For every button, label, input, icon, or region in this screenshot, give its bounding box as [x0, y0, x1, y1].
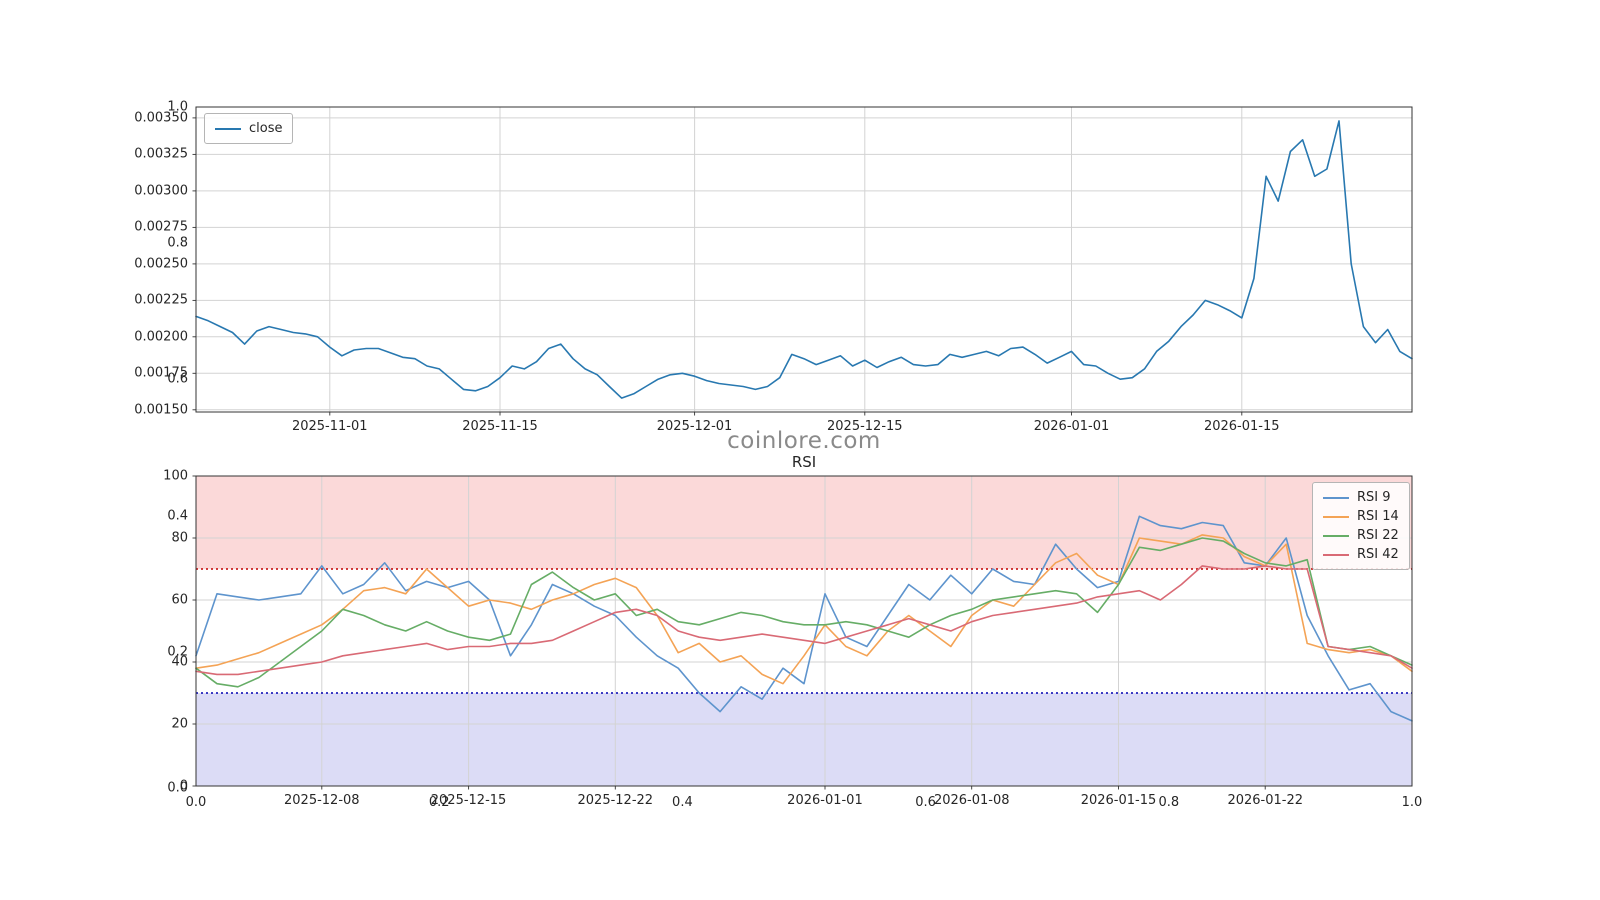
tick-label: 0.4 [672, 795, 693, 810]
legend-label-rsi42: RSI 42 [1357, 547, 1399, 562]
tick-label: 2025-12-08 [284, 793, 360, 808]
tick-label: 0.00325 [134, 146, 188, 162]
rsi14-line-swatch [1323, 515, 1349, 518]
tick-label: 0.8 [1158, 795, 1180, 810]
tick-label: 2025-11-15 [462, 419, 538, 434]
tick-label: 0.0 [167, 780, 188, 796]
tick-label: 2026-01-08 [933, 793, 1010, 808]
close-line-swatch [215, 127, 241, 130]
legend-label-rsi22: RSI 22 [1357, 528, 1399, 543]
price-panel: close [192, 106, 1413, 416]
price-plot-svg [192, 106, 1413, 416]
rsi-title: RSI [791, 453, 817, 471]
tick-label: 0.00275 [134, 219, 188, 235]
tick-label: 0.00225 [134, 292, 188, 308]
legend-item-rsi9: RSI 9 [1323, 488, 1399, 507]
tick-label: 0.00300 [134, 183, 188, 199]
legend-label-close: close [249, 121, 283, 136]
tick-label: 0.0 [185, 795, 207, 810]
tick-label: 0.2 [167, 644, 188, 660]
tick-label: 2025-12-22 [577, 793, 654, 808]
tick-label: 0.2 [428, 795, 450, 810]
tick-label: 2026-01-15 [1203, 419, 1280, 434]
legend-item-close: close [215, 119, 282, 138]
tick-label: 2026-01-22 [1227, 793, 1304, 808]
tick-label: 0.6 [915, 795, 936, 810]
rsi-plot-svg [192, 475, 1413, 790]
tick-label: 0.8 [167, 235, 188, 251]
tick-label: 2025-11-01 [291, 419, 368, 434]
rsi-panel: RSI 9 RSI 14 RSI 22 RSI 42 [192, 475, 1413, 790]
legend-item-rsi14: RSI 14 [1323, 507, 1399, 526]
tick-label: 0 [179, 778, 188, 794]
legend-item-rsi22: RSI 22 [1323, 526, 1399, 545]
tick-label: 0.00150 [134, 402, 188, 418]
legend-label-rsi9: RSI 9 [1357, 490, 1391, 505]
tick-label: 100 [163, 468, 188, 484]
tick-label: 2026-01-15 [1080, 793, 1157, 808]
price-legend: close [204, 113, 294, 144]
watermark: coinlore.com [727, 428, 881, 454]
tick-label: 20 [171, 716, 188, 732]
tick-label: 2025-12-15 [430, 793, 507, 808]
legend-item-rsi42: RSI 42 [1323, 545, 1399, 564]
tick-label: 60 [171, 592, 188, 608]
rsi22-line-swatch [1323, 534, 1349, 537]
tick-label: 0.00200 [134, 329, 188, 345]
tick-label: 2026-01-01 [1033, 419, 1110, 434]
rsi-legend: RSI 9 RSI 14 RSI 22 RSI 42 [1312, 482, 1410, 570]
legend-label-rsi14: RSI 14 [1357, 509, 1399, 524]
rsi9-line-swatch [1323, 496, 1349, 499]
tick-label: 0.00250 [134, 256, 188, 272]
tick-label: 0.4 [167, 508, 188, 524]
rsi42-line-swatch [1323, 553, 1349, 556]
tick-label: 0.00350 [134, 110, 188, 126]
tick-label: 40 [171, 654, 188, 670]
tick-label: 2026-01-01 [787, 793, 863, 808]
tick-label: 80 [171, 530, 188, 546]
tick-label: 0.00175 [134, 365, 188, 381]
tick-label: 1.0 [1401, 795, 1423, 810]
tick-label: 2025-12-01 [656, 419, 733, 434]
tick-label: 0.6 [167, 371, 188, 387]
tick-label: 1.0 [167, 99, 188, 115]
tick-label: 2025-12-15 [827, 419, 903, 434]
